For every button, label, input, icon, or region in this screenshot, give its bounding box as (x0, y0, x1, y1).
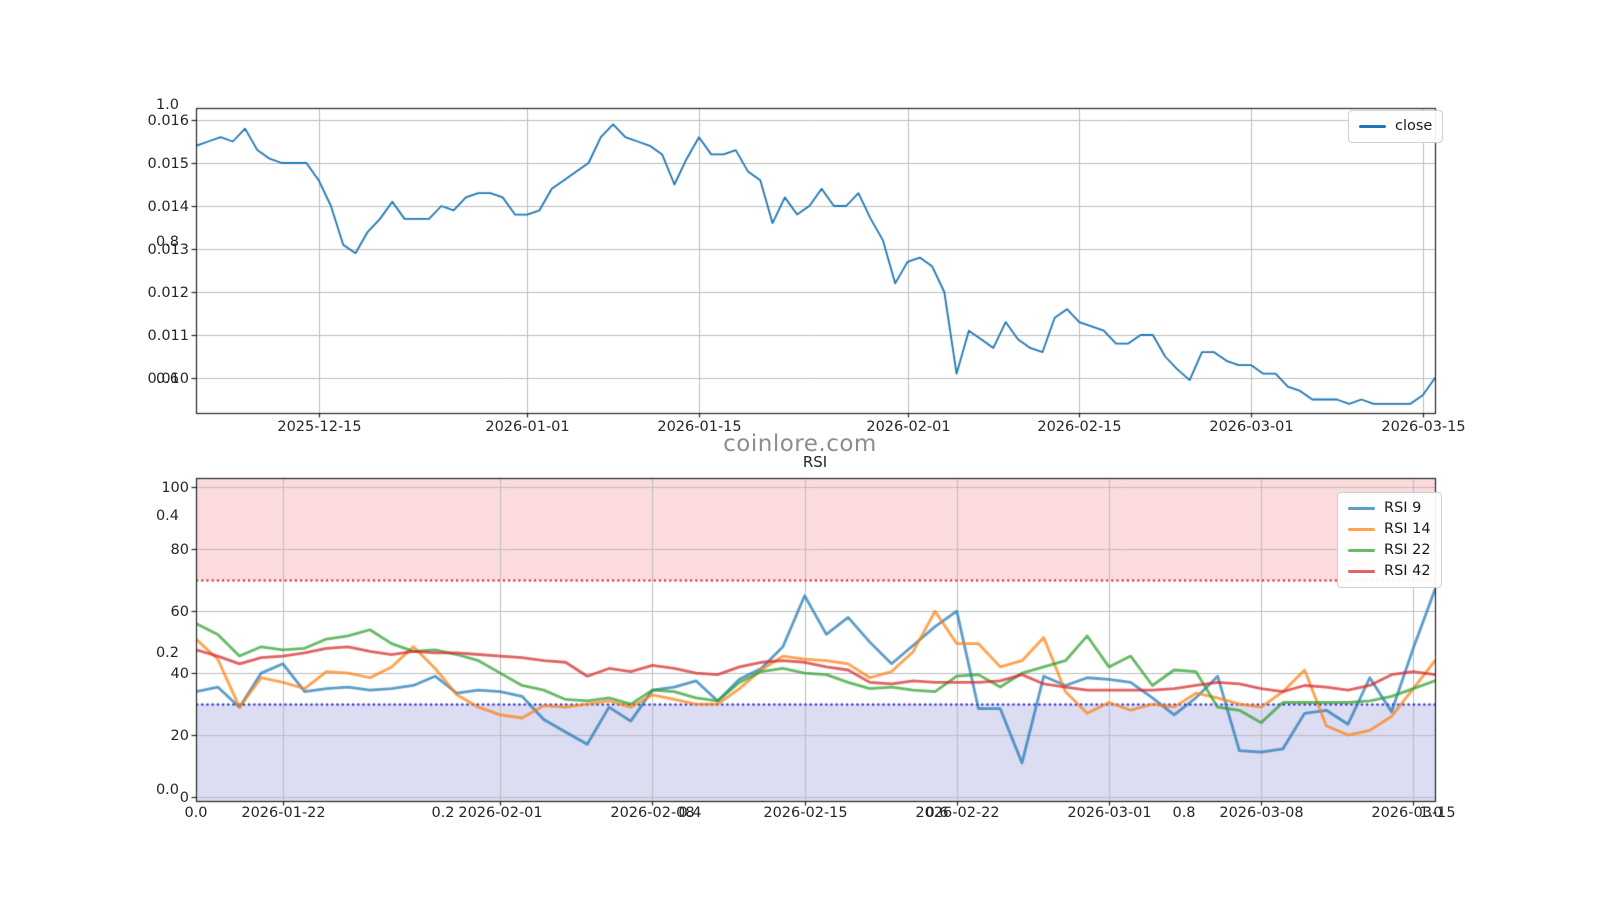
rsi-y-tick-label: 60 (170, 603, 189, 620)
legend-rsi: RSI 9 RSI 14 RSI 22 RSI 42 (1337, 492, 1442, 588)
rsi-panel-title: RSI (802, 453, 828, 471)
rsi-y-tick-label: 40 (170, 665, 189, 682)
rsi-x-tick-label: 2026-02-01 (458, 805, 543, 821)
ghost-x-tick-label: 0.8 (1172, 805, 1196, 821)
ghost-x-tick-label: 1.0 (1419, 805, 1443, 821)
ghost-y-tick-label: 0.8 (155, 234, 179, 250)
rsi42-line-swatch (1348, 570, 1375, 573)
legend-item-rsi14: RSI 14 (1348, 519, 1431, 540)
price-x-tick-label: 2026-03-15 (1381, 419, 1466, 435)
price-x-tick-label: 2025-12-15 (277, 419, 362, 435)
rsi22-line-swatch (1348, 549, 1375, 552)
price-y-tick-label: 0.015 (147, 155, 189, 172)
price-y-tick-label: 0.010 (147, 370, 189, 387)
price-x-tick-label: 2026-01-15 (657, 419, 742, 435)
price-y-tick-label: 0.014 (147, 198, 189, 215)
legend-item-rsi9: RSI 9 (1348, 498, 1431, 519)
legend-label-rsi9: RSI 9 (1384, 500, 1422, 517)
rsi-y-tick-label: 80 (170, 541, 189, 558)
ghost-x-tick-label: 0.4 (678, 805, 702, 821)
ghost-x-tick-label: 0.2 (431, 805, 455, 821)
legend-item-rsi42: RSI 42 (1348, 561, 1431, 582)
ghost-y-tick-label: 0.4 (155, 508, 179, 524)
legend-label-close: close (1395, 118, 1433, 135)
rsi-x-tick-label: 2026-02-22 (915, 805, 1000, 821)
rsi-x-tick-label: 2026-01-22 (241, 805, 326, 821)
rsi-x-tick-label: 2026-02-08 (610, 805, 695, 821)
rsi-y-tick-label: 100 (161, 479, 189, 496)
rsi-y-tick-label: 20 (170, 727, 189, 744)
legend-item-close: close (1359, 116, 1432, 137)
close-line-swatch (1359, 125, 1386, 128)
watermark: coinlore.com (723, 431, 877, 457)
legend-label-rsi22: RSI 22 (1384, 542, 1431, 559)
ghost-y-tick-label: 0.6 (155, 371, 179, 387)
legend-close: close (1348, 110, 1444, 143)
legend-label-rsi14: RSI 14 (1384, 521, 1431, 538)
rsi9-line-swatch (1348, 507, 1375, 510)
price-x-tick-label: 2026-02-01 (866, 419, 951, 435)
rsi-x-tick-label: 2026-03-01 (1067, 805, 1152, 821)
price-y-tick-label: 0.013 (147, 241, 189, 258)
ghost-y-tick-label: 0.0 (155, 782, 179, 798)
ghost-x-tick-label: 0.0 (184, 805, 208, 821)
price-y-tick-label: 0.011 (147, 327, 189, 344)
price-x-tick-label: 2026-03-01 (1209, 419, 1294, 435)
legend-item-rsi22: RSI 22 (1348, 540, 1431, 561)
ghost-y-tick-label: 1.0 (155, 97, 179, 113)
rsi-x-tick-label: 2026-03-15 (1371, 805, 1456, 821)
ghost-x-tick-label: 0.6 (925, 805, 949, 821)
rsi-x-tick-label: 2026-02-15 (763, 805, 848, 821)
rsi-x-tick-label: 2026-03-08 (1219, 805, 1304, 821)
legend-label-rsi42: RSI 42 (1384, 563, 1431, 580)
price-x-tick-label: 2026-01-01 (485, 419, 570, 435)
ghost-y-tick-label: 0.2 (155, 645, 179, 661)
price-x-tick-label: 2026-02-15 (1037, 419, 1122, 435)
price-y-tick-label: 0.016 (147, 112, 189, 129)
rsi-y-tick-label: 0 (179, 789, 189, 806)
price-y-tick-label: 0.012 (147, 284, 189, 301)
rsi14-line-swatch (1348, 528, 1375, 531)
